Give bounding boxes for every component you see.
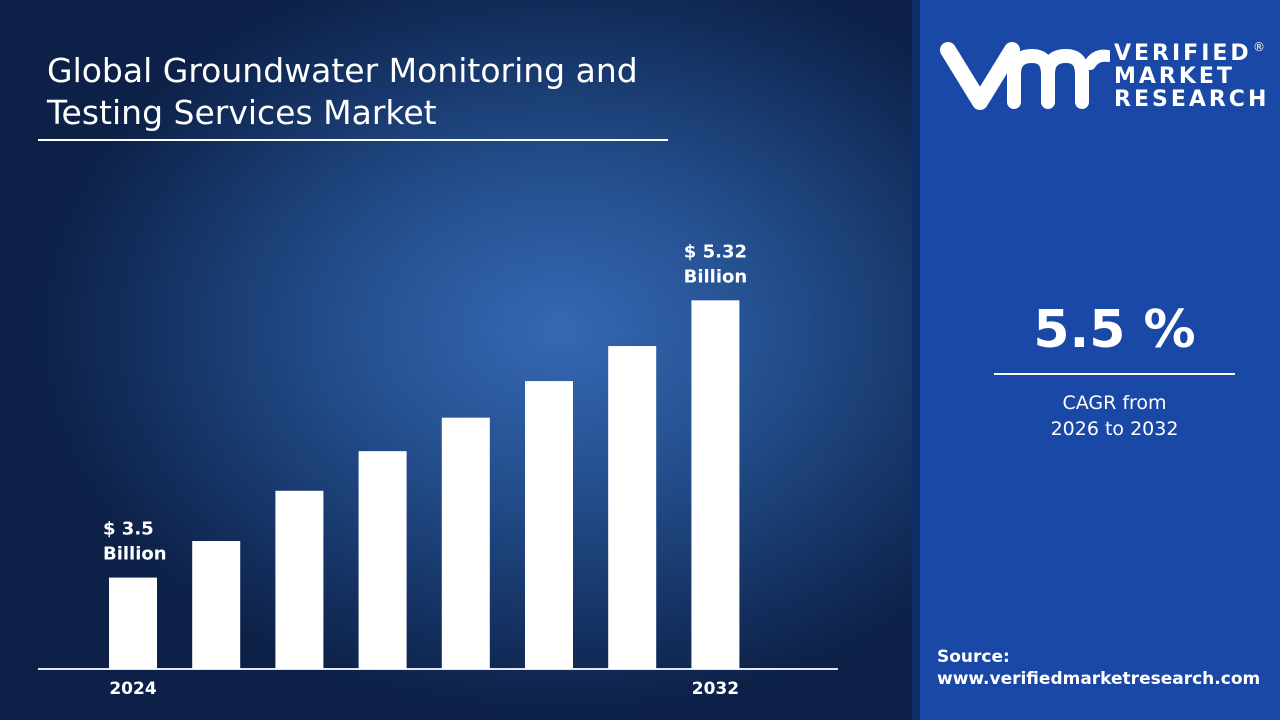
vmr-logo-icon	[940, 42, 1110, 110]
brand-name: VERIFIED MARKET RESEARCH	[1114, 42, 1269, 111]
registered-mark: ®	[1253, 40, 1265, 54]
bar	[275, 490, 324, 669]
cagr-value: 5.5 %	[1033, 300, 1196, 360]
cagr-label-line-1: CAGR from	[1062, 392, 1167, 414]
data-label: $ 5.32	[684, 241, 747, 262]
bar	[441, 417, 490, 669]
bar	[525, 381, 573, 669]
brand-line-1: VERIFIED	[1114, 41, 1252, 66]
title-line-2: Testing Services Market	[47, 93, 437, 132]
bar	[192, 541, 241, 669]
bar	[691, 300, 740, 669]
brand-line-3: RESEARCH	[1114, 87, 1270, 112]
source-label: Source:	[937, 647, 1010, 667]
source: Source: www.verifiedmarketresearch.com	[937, 646, 1260, 690]
data-label: Billion	[103, 544, 167, 565]
divider	[912, 0, 920, 720]
cagr-divider	[994, 373, 1235, 375]
bar	[608, 346, 657, 669]
info-panel	[920, 0, 1280, 720]
x-tick-label: 2024	[109, 679, 156, 699]
title-line-1: Global Groundwater Monitoring and	[47, 51, 638, 90]
brand-line-2: MARKET	[1114, 64, 1235, 89]
page-title: Global Groundwater Monitoring and Testin…	[47, 50, 638, 134]
bar	[109, 577, 157, 669]
data-label: Billion	[684, 266, 748, 287]
bar	[358, 451, 407, 669]
data-label: $ 3.5	[103, 519, 154, 540]
bar-chart: 2024 2032 $ 3.5 Billion $ 5.32 Billion	[38, 241, 838, 699]
source-url[interactable]: www.verifiedmarketresearch.com	[937, 669, 1261, 689]
cagr-label-line-2: 2026 to 2032	[1050, 418, 1179, 440]
cagr-label: CAGR from 2026 to 2032	[994, 390, 1235, 442]
title-underline	[38, 139, 668, 141]
x-tick-label: 2032	[692, 679, 739, 699]
